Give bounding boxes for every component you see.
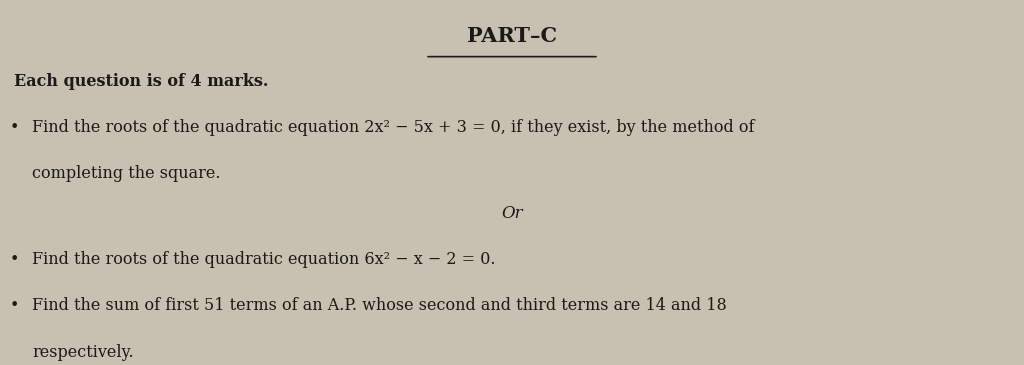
Text: Find the roots of the quadratic equation 6x² − x − 2 = 0.: Find the roots of the quadratic equation… — [32, 251, 496, 268]
Text: Or: Or — [501, 204, 523, 222]
Text: •: • — [9, 119, 18, 136]
Text: PART–C: PART–C — [467, 26, 557, 46]
Text: Find the roots of the quadratic equation 2x² − 5x + 3 = 0, if they exist, by the: Find the roots of the quadratic equation… — [32, 119, 755, 136]
Text: completing the square.: completing the square. — [32, 165, 220, 182]
Text: •: • — [9, 297, 18, 314]
Text: respectively.: respectively. — [32, 343, 134, 361]
Text: •: • — [9, 251, 18, 268]
Text: Each question is of 4 marks.: Each question is of 4 marks. — [13, 73, 268, 90]
Text: Find the sum of first 51 terms of an A.P. whose second and third terms are 14 an: Find the sum of first 51 terms of an A.P… — [32, 297, 727, 314]
